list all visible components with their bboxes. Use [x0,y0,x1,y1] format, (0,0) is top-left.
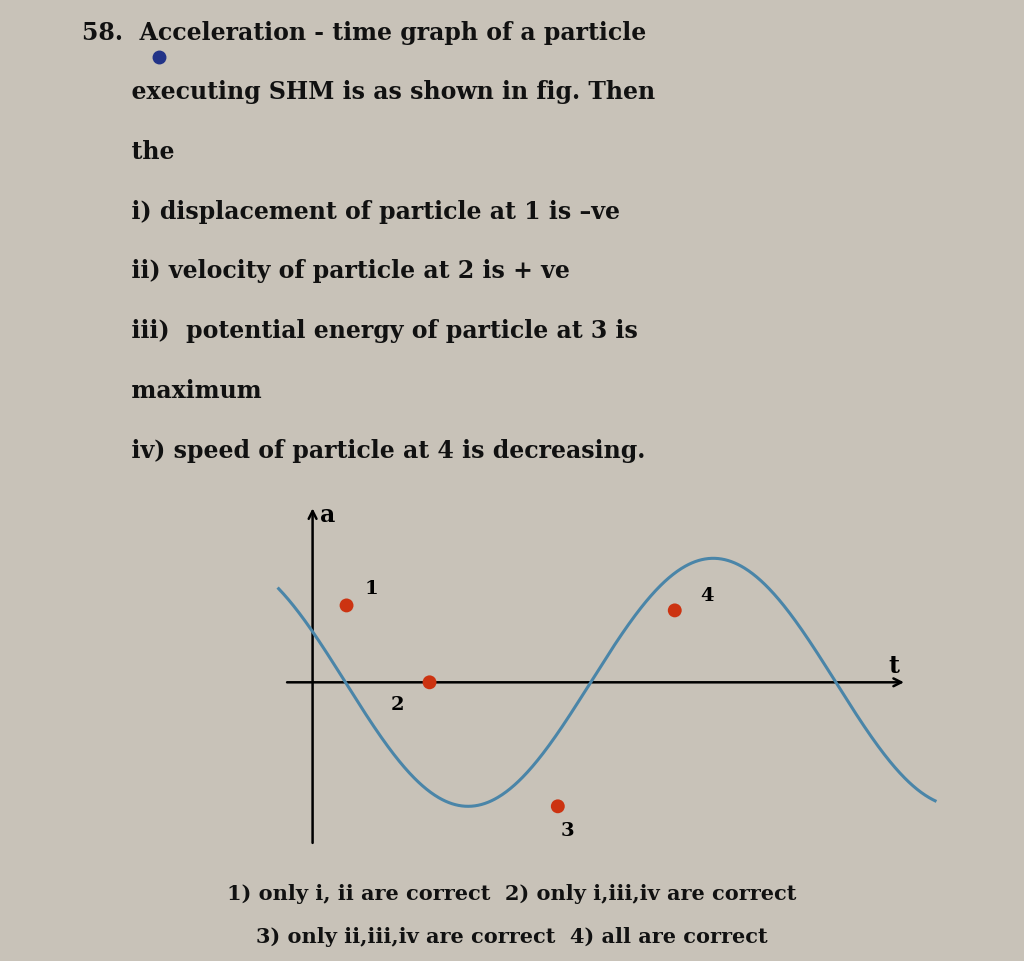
Text: a: a [321,504,335,527]
Point [338,598,354,613]
Text: i) displacement of particle at 1 is –ve: i) displacement of particle at 1 is –ve [82,200,620,224]
Text: the: the [82,140,174,164]
Text: 3: 3 [560,822,574,840]
Point [667,603,683,618]
Point [421,675,437,690]
Text: executing SHM is as shown in fig. Then: executing SHM is as shown in fig. Then [82,81,655,105]
Text: iii)  potential energy of particle at 3 is: iii) potential energy of particle at 3 i… [82,319,638,343]
Text: maximum: maximum [82,379,261,403]
Text: iv) speed of particle at 4 is decreasing.: iv) speed of particle at 4 is decreasing… [82,438,645,462]
Text: 2: 2 [391,696,404,714]
Text: 1) only i, ii are correct  2) only i,iii,iv are correct: 1) only i, ii are correct 2) only i,iii,… [227,884,797,904]
Text: 3) only ii,iii,iv are correct  4) all are correct: 3) only ii,iii,iv are correct 4) all are… [256,927,768,948]
Text: 58.  Acceleration - time graph of a particle: 58. Acceleration - time graph of a parti… [82,21,646,45]
Text: ii) velocity of particle at 2 is + ve: ii) velocity of particle at 2 is + ve [82,259,569,283]
Text: t: t [888,654,899,678]
Text: 1: 1 [365,580,378,599]
Point [550,799,566,814]
Text: 4: 4 [700,586,714,604]
